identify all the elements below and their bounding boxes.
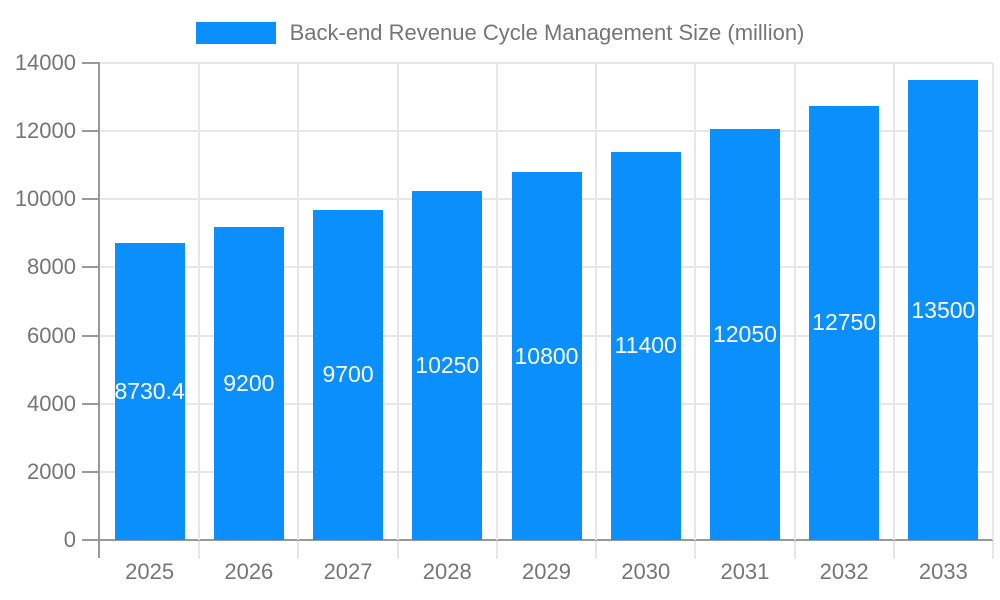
bar-value-label: 10800 xyxy=(514,342,579,369)
y-axis-tick-label: 6000 xyxy=(27,322,76,348)
legend-title: Back-end Revenue Cycle Management Size (… xyxy=(289,20,805,45)
bar: 11400 xyxy=(610,151,681,540)
x-axis-tick-label: 2027 xyxy=(323,559,373,584)
x-axis-tick-label: 2031 xyxy=(720,559,770,584)
y-axis-tick-label: 2000 xyxy=(27,458,76,484)
bar: 9700 xyxy=(313,209,384,540)
bar: 10800 xyxy=(511,172,582,540)
bar-value-label: 12050 xyxy=(712,321,777,348)
x-axis-tick-label: 2032 xyxy=(819,559,869,584)
x-axis-tick xyxy=(694,541,697,559)
bar-value-label: 9700 xyxy=(322,361,374,388)
gridline-vertical xyxy=(892,63,895,540)
x-axis-tick xyxy=(595,541,598,559)
x-axis-tick-label: 2030 xyxy=(621,559,671,584)
y-axis-tick-label: 12000 xyxy=(14,118,76,144)
x-axis-tick-label: 2029 xyxy=(522,559,571,584)
x-axis-tick xyxy=(198,541,201,559)
gridline-vertical xyxy=(793,63,796,540)
gridline-vertical xyxy=(198,63,201,540)
x-axis-tick xyxy=(396,541,399,559)
y-axis-tick-label: 8000 xyxy=(27,254,76,280)
y-axis-tick xyxy=(82,539,100,541)
y-axis-tick xyxy=(82,198,100,201)
bar: 8730.4 xyxy=(114,242,185,540)
x-axis-tick-label: 2025 xyxy=(125,559,175,584)
x-axis-tick-label: 2028 xyxy=(422,559,472,584)
bar: 12050 xyxy=(709,129,780,540)
y-axis-tick xyxy=(82,266,100,269)
gridline-vertical xyxy=(396,63,399,540)
gridline-vertical xyxy=(495,63,498,540)
x-axis-tick-label: 2026 xyxy=(224,559,274,584)
x-axis-tick xyxy=(297,541,300,559)
y-axis-tick-label: 10000 xyxy=(14,186,76,212)
plot-area: 8730.4 9200 9700 10250 10800 11400 12050 12750 1… xyxy=(100,62,994,540)
x-axis-tick xyxy=(992,541,994,559)
gridline-vertical xyxy=(694,63,697,540)
bar-value-label: 11400 xyxy=(614,332,677,359)
bar: 13500 xyxy=(908,80,979,540)
bar-value-label: 12750 xyxy=(812,309,877,336)
y-axis-tick-label: 14000 xyxy=(14,50,76,75)
legend-swatch xyxy=(195,22,276,44)
bar: 10250 xyxy=(412,190,483,540)
y-axis-tick xyxy=(82,62,100,64)
x-axis-tick xyxy=(892,541,895,559)
x-axis-tick-label: 2033 xyxy=(918,559,968,584)
x-axis-tick xyxy=(495,541,498,559)
bar-value-label: 10250 xyxy=(415,351,480,378)
gridline-vertical xyxy=(992,63,994,540)
y-axis-tick xyxy=(82,402,100,405)
gridline-vertical xyxy=(595,63,598,540)
y-axis-tick xyxy=(82,334,100,337)
y-axis-tick xyxy=(82,130,100,133)
bar-value-label: 9200 xyxy=(223,369,275,396)
bar: 9200 xyxy=(213,226,284,540)
bar-value-label: 13500 xyxy=(911,296,976,323)
bar: 12750 xyxy=(809,105,880,540)
y-axis-tick-label: 4000 xyxy=(27,390,76,416)
bar-value-label: 8730.4 xyxy=(114,377,185,404)
y-axis-line xyxy=(98,63,100,558)
y-axis-tick-label: 0 xyxy=(63,527,76,552)
legend: Back-end Revenue Cycle Management Size (… xyxy=(0,18,1000,48)
y-axis-tick xyxy=(82,470,100,473)
gridline-horizontal xyxy=(100,130,993,133)
gridline-vertical xyxy=(297,63,300,540)
x-axis-line xyxy=(98,539,993,541)
gridline-horizontal xyxy=(100,62,993,64)
x-axis-tick xyxy=(793,541,796,559)
